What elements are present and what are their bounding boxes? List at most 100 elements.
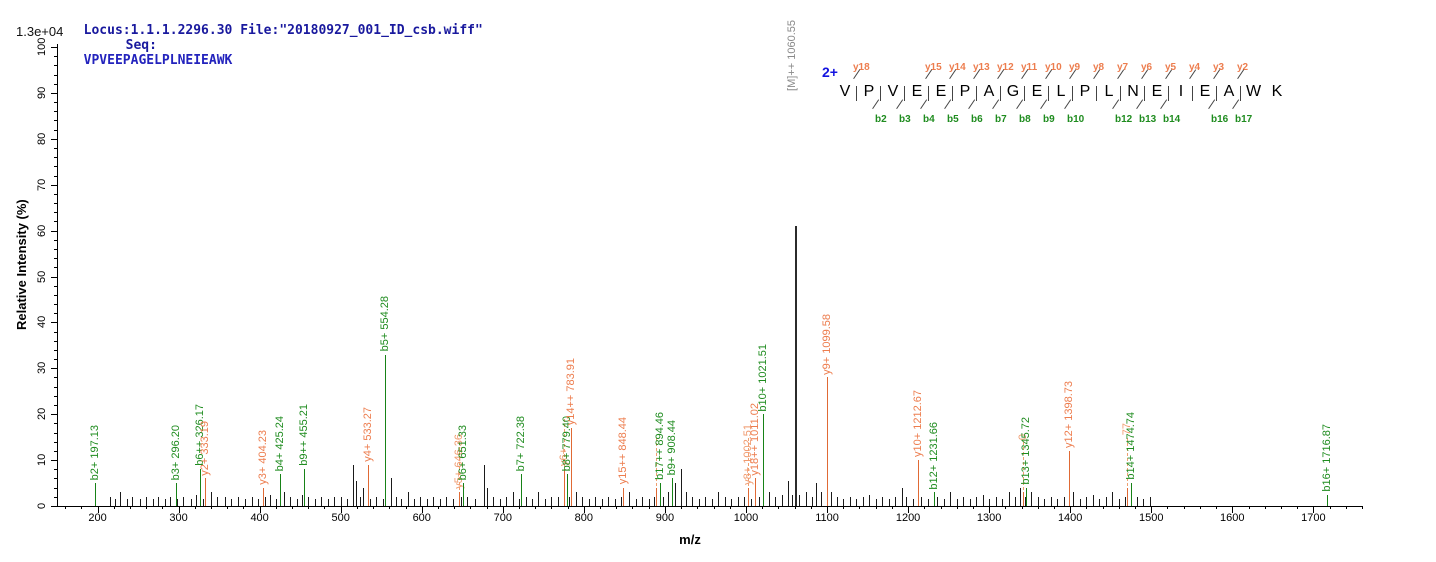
x-minor-tick bbox=[454, 506, 456, 509]
fragment-peak-b bbox=[304, 469, 305, 506]
y-minor-tick bbox=[54, 340, 57, 342]
y-major-tick bbox=[51, 47, 57, 48]
y-minor-tick bbox=[54, 56, 57, 58]
y-minor-tick bbox=[54, 193, 57, 195]
fragmentation-site: y11 b8 bbox=[1016, 62, 1037, 128]
noise-peak bbox=[383, 499, 384, 506]
noise-peak bbox=[889, 499, 890, 506]
noise-peak bbox=[321, 496, 322, 506]
x-minor-tick bbox=[1199, 506, 1201, 509]
x-minor-tick bbox=[324, 506, 326, 509]
peak-label: b12+ 1231.66 bbox=[928, 421, 940, 490]
sequence-residue: P bbox=[1079, 83, 1091, 100]
y-ion-label: y3 bbox=[1213, 62, 1225, 73]
y-tick-label: 10 bbox=[36, 453, 48, 467]
y-minor-tick bbox=[54, 441, 57, 443]
fragment-peak-b bbox=[567, 473, 568, 506]
y-minor-tick bbox=[54, 74, 57, 76]
y-tick-label: 100 bbox=[36, 37, 48, 57]
sequence-residue: E bbox=[935, 83, 947, 100]
x-major-tick bbox=[421, 506, 423, 513]
y-ion-label: y12 bbox=[997, 62, 1014, 73]
y-minor-tick bbox=[54, 423, 57, 425]
x-tick-label: 1200 bbox=[895, 512, 921, 524]
noise-peak bbox=[913, 499, 914, 506]
y-minor-tick bbox=[54, 65, 57, 67]
dashed-label-leader bbox=[1023, 442, 1024, 491]
cut-bar bbox=[1000, 86, 1001, 101]
b-ion-label: b14 bbox=[1163, 114, 1181, 125]
noise-peak bbox=[629, 492, 630, 506]
sequence-residue: I bbox=[1178, 83, 1184, 100]
x-minor-tick bbox=[162, 506, 164, 509]
noise-peak bbox=[589, 499, 590, 506]
b-ion-label: b3 bbox=[899, 114, 911, 125]
noise-peak bbox=[1137, 496, 1138, 506]
y-major-tick bbox=[51, 322, 57, 324]
noise-peak bbox=[751, 499, 752, 506]
x-minor-tick bbox=[1053, 506, 1055, 509]
noise-peak bbox=[427, 499, 428, 506]
b-ion-label: b6 bbox=[971, 114, 983, 125]
y-tick-label: 0 bbox=[36, 502, 48, 510]
noise-peak bbox=[252, 496, 253, 506]
noise-peak bbox=[290, 496, 291, 506]
noise-peak bbox=[532, 499, 533, 506]
x-minor-tick bbox=[486, 506, 488, 509]
y-tick-label: 90 bbox=[36, 86, 48, 100]
peak-label: y3+ 404.23 bbox=[257, 429, 269, 485]
x-minor-tick bbox=[1329, 506, 1331, 509]
dashed-label-leader bbox=[1127, 437, 1128, 486]
fragment-peak-b bbox=[660, 483, 661, 506]
noise-peak bbox=[642, 496, 643, 506]
noise-peak bbox=[1150, 496, 1151, 506]
noise-peak bbox=[356, 480, 357, 506]
x-minor-tick bbox=[1021, 506, 1023, 509]
noise-peak bbox=[654, 496, 655, 506]
x-minor-tick bbox=[713, 506, 715, 509]
cut-bar bbox=[880, 86, 881, 101]
y-major-tick bbox=[51, 276, 57, 278]
x-tick-label: 700 bbox=[493, 512, 512, 524]
seq-label: Seq: bbox=[125, 38, 165, 53]
noise-peak bbox=[759, 496, 760, 506]
y-minor-tick bbox=[54, 487, 57, 489]
x-minor-tick bbox=[1280, 506, 1282, 509]
fragment-peak-b bbox=[463, 483, 464, 506]
fragmentation-site: y5 b14 bbox=[1160, 62, 1180, 128]
noise-peak bbox=[1099, 499, 1100, 506]
x-minor-tick bbox=[1005, 506, 1007, 509]
noise-peak bbox=[376, 496, 377, 506]
x-minor-tick bbox=[81, 506, 83, 509]
x-minor-tick bbox=[551, 506, 553, 509]
fragment-peak-y bbox=[564, 469, 565, 506]
sequence-residue: E bbox=[1151, 83, 1163, 100]
x-minor-tick bbox=[65, 506, 67, 509]
y-major-tick bbox=[51, 92, 57, 94]
noise-peak bbox=[191, 499, 192, 506]
y-minor-tick bbox=[54, 120, 57, 122]
noise-peak bbox=[882, 496, 883, 506]
noise-peak bbox=[615, 499, 616, 506]
y-minor-tick bbox=[54, 377, 57, 379]
sequence-residue: N bbox=[1127, 83, 1139, 100]
b-ion-label: b17 bbox=[1235, 114, 1253, 125]
peak-label: y10+ 1212.67 bbox=[912, 390, 924, 458]
x-tick-label: 300 bbox=[169, 512, 188, 524]
x-minor-tick bbox=[308, 506, 310, 509]
noise-peak bbox=[284, 492, 285, 506]
y-ion-label: y4 bbox=[1189, 62, 1201, 73]
y-minor-tick bbox=[54, 349, 57, 351]
fragmentation-site: y6 b13 bbox=[1136, 62, 1156, 128]
b-ion-label: b12 bbox=[1115, 114, 1133, 125]
precursor-peak-label: [M]++ 1060.55 bbox=[786, 20, 798, 91]
fragment-peak-y bbox=[263, 487, 264, 506]
noise-peak bbox=[792, 494, 793, 506]
cut-bar bbox=[1240, 86, 1241, 101]
noise-peak bbox=[363, 487, 364, 506]
fragment-peak-y bbox=[656, 487, 657, 506]
sequence-residue: E bbox=[1199, 83, 1211, 100]
x-minor-tick bbox=[1037, 506, 1039, 509]
y-minor-tick bbox=[54, 239, 57, 241]
